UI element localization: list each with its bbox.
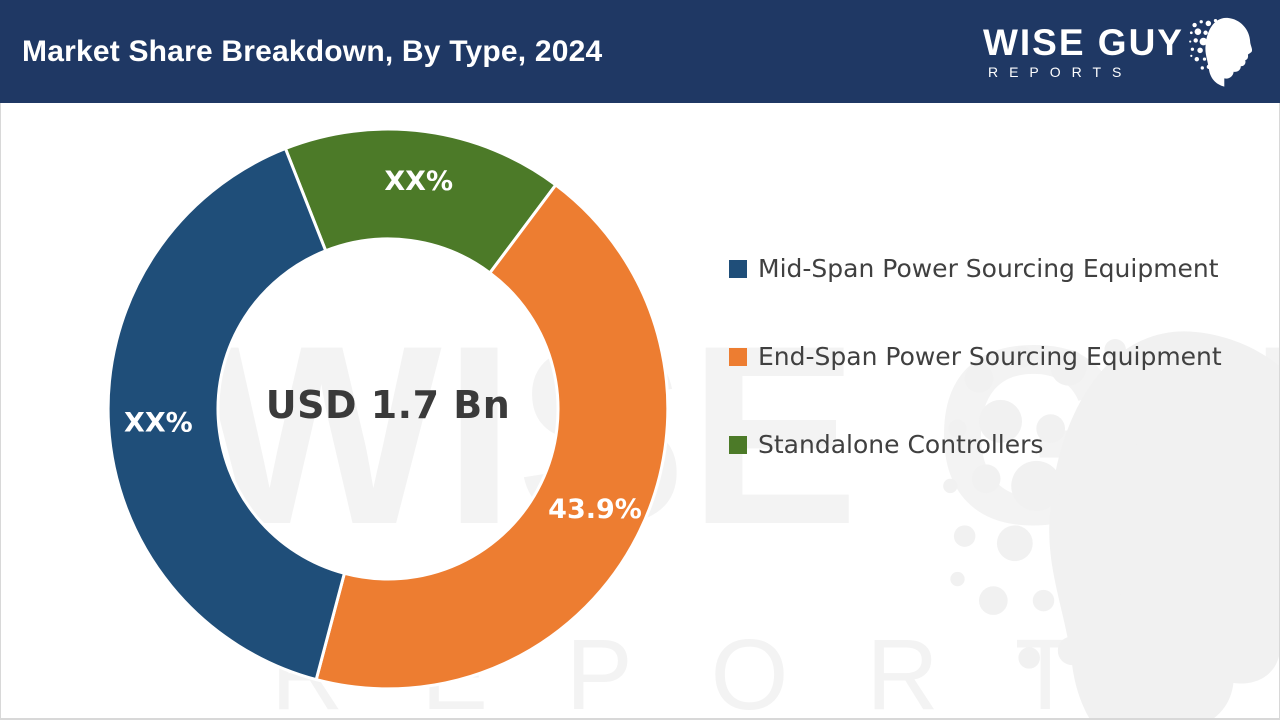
legend-swatch-icon <box>729 347 747 366</box>
legend-item-1: End-Span Power Sourcing Equipment <box>729 342 1222 371</box>
header-bar: Market Share Breakdown, By Type, 2024 WI… <box>0 0 1280 103</box>
segment-label-1: 43.9% <box>548 494 642 525</box>
legend-swatch-icon <box>729 435 747 454</box>
donut-chart: XX% 43.9% XX% <box>106 127 670 691</box>
face-logo-icon <box>1188 16 1254 88</box>
chart-area: WISE GUY REPORTS XX%43.9%XX% USD 1.7 Bn … <box>0 103 1280 720</box>
donut-segment-1 <box>314 182 670 691</box>
segment-label-2: XX% <box>384 166 453 197</box>
legend-label: End-Span Power Sourcing Equipment <box>758 342 1222 371</box>
segment-label-0: XX% <box>124 407 193 438</box>
legend-label: Mid-Span Power Sourcing Equipment <box>758 254 1219 283</box>
legend-label: Standalone Controllers <box>758 430 1044 459</box>
legend-item-0: Mid-Span Power Sourcing Equipment <box>729 254 1222 283</box>
logo-wordmark-line2: REPORTS <box>987 64 1133 80</box>
page-title: Market Share Breakdown, By Type, 2024 <box>22 34 603 68</box>
brand-logo: WISE GUY REPORTS <box>983 16 1254 88</box>
legend: Mid-Span Power Sourcing Equipment End-Spa… <box>729 254 1222 518</box>
donut-center-value: USD 1.7 Bn <box>265 383 511 427</box>
donut-segment-0 <box>106 146 347 682</box>
legend-item-2: Standalone Controllers <box>729 430 1222 459</box>
logo-wordmark-line1: WISE GUY <box>982 22 1184 63</box>
logo-wordmark: WISE GUY REPORTS <box>983 24 1184 79</box>
legend-swatch-icon <box>729 259 747 278</box>
donut-segment-2 <box>283 127 558 275</box>
